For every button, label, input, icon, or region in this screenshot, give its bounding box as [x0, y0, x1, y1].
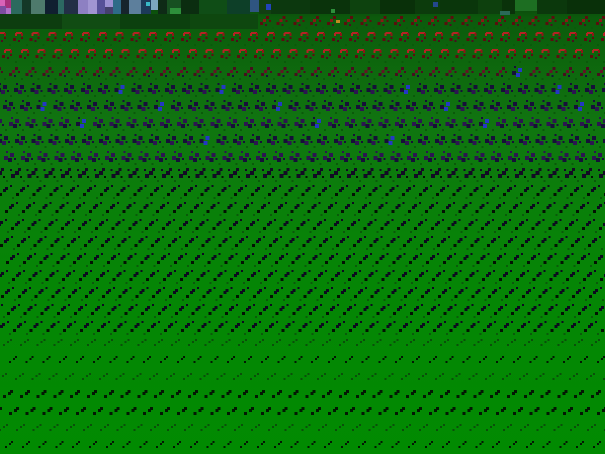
noise-block [259, 0, 271, 14]
noise-block [515, 0, 537, 11]
noise-block [271, 0, 310, 14]
noise-block [62, 14, 120, 29]
noise-block [120, 14, 190, 29]
noise-block [151, 0, 158, 10]
noise-block [146, 2, 150, 6]
noise-block [433, 2, 438, 7]
noise-block [500, 11, 510, 15]
noise-block [415, 0, 440, 14]
noise-block [170, 8, 182, 16]
noise-block [199, 0, 227, 14]
noise-block [350, 0, 380, 14]
noise-block [181, 0, 199, 14]
noise-block [141, 0, 151, 14]
noise-block [5, 0, 11, 8]
pixel-noise-strip [0, 0, 605, 40]
noise-block [478, 0, 502, 14]
noise-block [22, 0, 31, 14]
noise-block [58, 0, 64, 14]
noise-block [331, 9, 335, 13]
noise-block [113, 0, 121, 14]
noise-block [88, 0, 97, 14]
noise-block [336, 20, 340, 23]
noise-block [502, 0, 515, 14]
noise-block [250, 0, 259, 12]
noise-block [121, 0, 129, 14]
noise-block [78, 0, 88, 14]
noise-block [310, 0, 350, 14]
noise-block [167, 0, 181, 14]
noise-block [31, 0, 45, 14]
noise-block [0, 6, 6, 14]
noise-block [567, 0, 605, 14]
noise-block [0, 0, 5, 6]
noise-block [45, 0, 58, 14]
noise-block [64, 0, 78, 14]
noise-block [440, 0, 478, 14]
noise-block [266, 4, 271, 10]
noise-block [537, 0, 567, 14]
noise-block [158, 0, 167, 14]
noise-block [105, 7, 113, 14]
noise-block [190, 14, 258, 29]
noise-block [380, 0, 415, 14]
noise-block [11, 0, 22, 14]
noise-block [97, 0, 105, 14]
noise-block [227, 0, 250, 14]
noise-block [105, 0, 113, 7]
noise-block [6, 8, 12, 14]
noise-block [0, 14, 62, 29]
noise-block [129, 0, 141, 14]
